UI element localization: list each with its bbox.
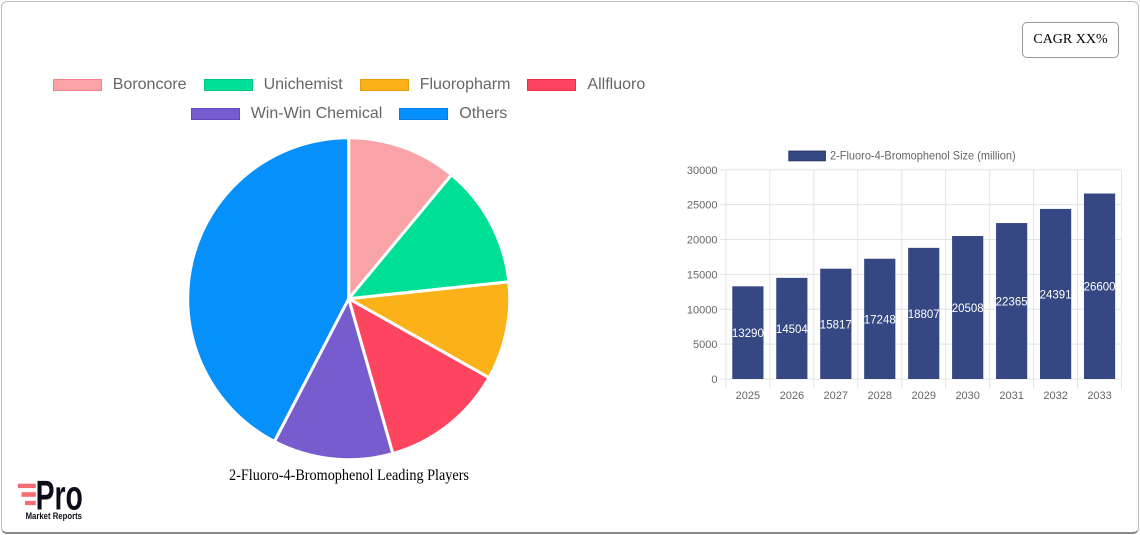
svg-text:24391: 24391 <box>1040 289 1072 301</box>
svg-text:26600: 26600 <box>1084 282 1116 294</box>
svg-text:2027: 2027 <box>824 390 848 402</box>
svg-text:13290: 13290 <box>732 328 764 340</box>
svg-text:22365: 22365 <box>996 297 1028 309</box>
svg-text:2029: 2029 <box>911 390 935 402</box>
svg-text:15817: 15817 <box>820 319 852 331</box>
svg-text:Market Reports: Market Reports <box>26 511 82 521</box>
svg-text:20000: 20000 <box>687 235 718 247</box>
svg-text:30000: 30000 <box>687 165 718 177</box>
svg-text:10000: 10000 <box>687 304 718 316</box>
svg-text:2025: 2025 <box>736 390 760 402</box>
svg-text:17248: 17248 <box>864 314 896 326</box>
svg-text:20508: 20508 <box>952 303 984 315</box>
svg-text:2033: 2033 <box>1087 390 1111 402</box>
svg-text:25000: 25000 <box>687 200 718 212</box>
svg-text:15000: 15000 <box>687 269 718 281</box>
svg-text:2026: 2026 <box>780 390 804 402</box>
svg-text:2030: 2030 <box>955 390 979 402</box>
svg-text:5000: 5000 <box>693 339 717 351</box>
svg-text:14504: 14504 <box>776 324 809 336</box>
svg-text:2-Fluoro-4-Bromophenol Size (m: 2-Fluoro-4-Bromophenol Size (million) <box>830 149 1016 163</box>
svg-text:2032: 2032 <box>1043 390 1067 402</box>
svg-text:2031: 2031 <box>999 390 1023 402</box>
svg-text:Pro: Pro <box>36 471 83 518</box>
svg-text:0: 0 <box>711 374 717 386</box>
svg-text:2028: 2028 <box>868 390 892 402</box>
svg-text:18807: 18807 <box>908 309 940 321</box>
